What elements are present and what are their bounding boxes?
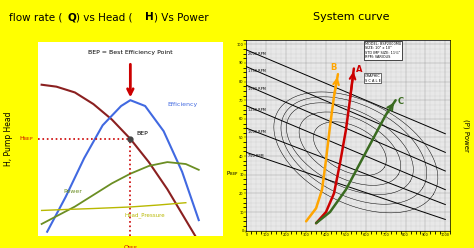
Text: ) vs Head (: ) vs Head (: [76, 12, 133, 22]
Text: System curve: System curve: [312, 12, 389, 22]
Text: H: H: [145, 12, 154, 22]
Text: 1750 RPM: 1750 RPM: [248, 68, 266, 73]
Text: C: C: [398, 97, 404, 106]
Text: GRAPHIC
S C A L E: GRAPHIC S C A L E: [365, 74, 381, 83]
Text: 750 RPM: 750 RPM: [248, 154, 264, 158]
Text: (P) Power: (P) Power: [244, 121, 253, 157]
Text: $\mathregular{H_{BEP}}$: $\mathregular{H_{BEP}}$: [19, 134, 34, 143]
Text: 1500 RPM: 1500 RPM: [248, 87, 266, 91]
Text: ) Vs Power: ) Vs Power: [154, 12, 209, 22]
Text: Efficiency: Efficiency: [167, 102, 198, 107]
Text: BEP: BEP: [136, 131, 147, 136]
Text: Power: Power: [64, 189, 82, 194]
Text: $\mathregular{P_{BEP}}$: $\mathregular{P_{BEP}}$: [227, 169, 239, 178]
Text: 2000 RPM: 2000 RPM: [248, 52, 266, 56]
Text: Head_Pressure: Head_Pressure: [125, 212, 165, 218]
Text: H, Pump Head: H, Pump Head: [4, 112, 13, 166]
Text: $\mathregular{Q_{BEP}}$: $\mathregular{Q_{BEP}}$: [123, 243, 138, 248]
Text: B: B: [330, 63, 337, 72]
Text: A: A: [356, 65, 362, 74]
Text: 1000 RPM: 1000 RPM: [248, 130, 266, 134]
Text: flow rate (: flow rate (: [9, 12, 63, 22]
Text: MODEL: BSP2000MU
SIZE: 10" x 10"
STD IMP SIZE: 11⅞"
RPM: VARIOUS: MODEL: BSP2000MU SIZE: 10" x 10" STD IMP…: [365, 42, 401, 59]
Text: 1250 RPM: 1250 RPM: [248, 108, 266, 112]
Text: Q: Q: [67, 12, 76, 22]
Text: (P) Power: (P) Power: [464, 119, 470, 152]
Text: BEP = Best Efficiency Point: BEP = Best Efficiency Point: [88, 50, 173, 55]
